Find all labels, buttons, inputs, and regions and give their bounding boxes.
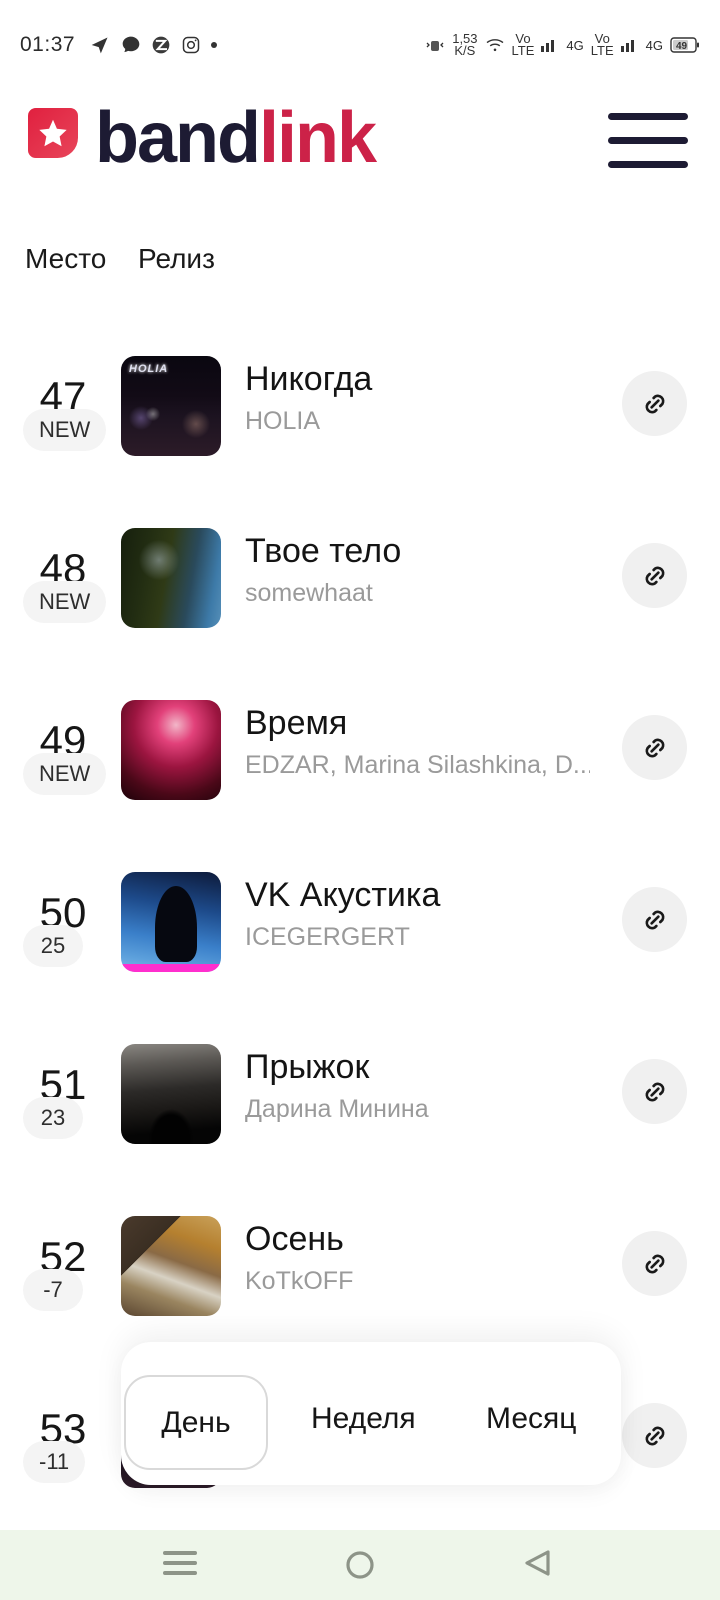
svg-text:49: 49 — [676, 41, 688, 52]
